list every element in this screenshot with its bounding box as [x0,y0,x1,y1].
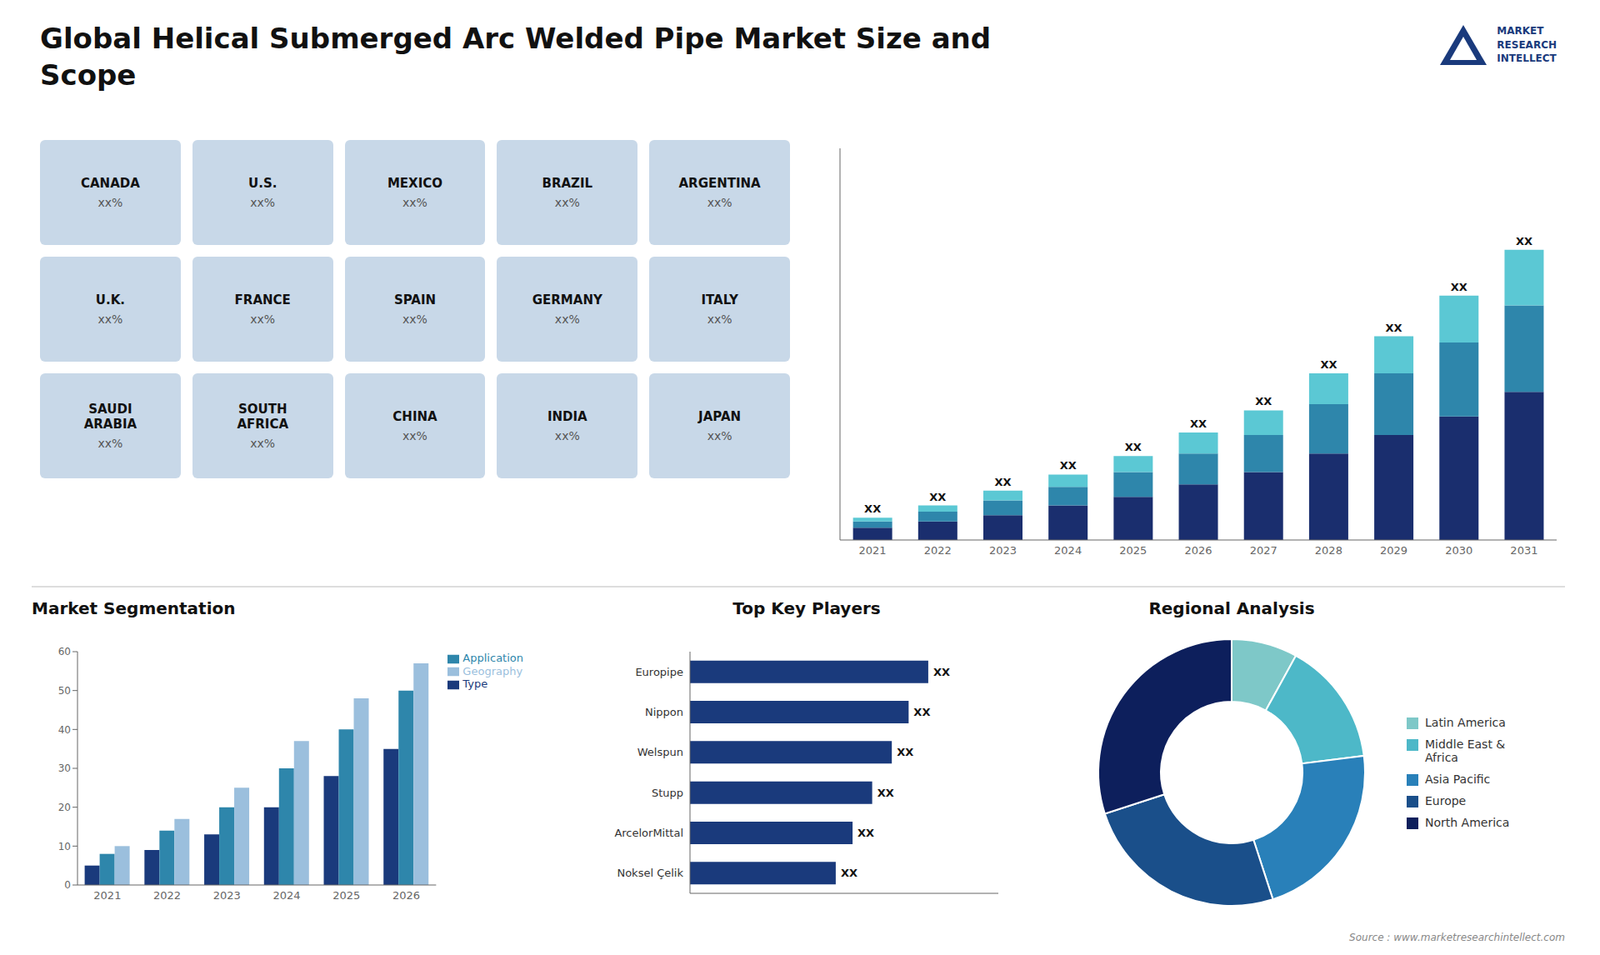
svg-text:XX: XX [864,502,881,515]
html-text:CANADA: CANADA [80,175,140,191]
html-text:xx%: xx% [97,436,123,450]
html-text:SAUDI ARABIA: SAUDI ARABIA [83,401,137,432]
svg-text:XX: XX [1515,235,1533,248]
svg-text:XX: XX [857,826,875,840]
html-text:xx%: xx% [97,312,123,326]
html-text:U.K.: U.K. [95,292,125,308]
html-text:xx%: xx% [554,195,580,210]
svg-text:2030: 2030 [1445,544,1473,557]
html-text:Europe: Europe [1425,794,1466,808]
svg-text:2022: 2022 [924,544,952,557]
html-text:Geography: Geography [462,664,523,678]
html-text:xx%: xx% [250,312,276,326]
html-text:xx%: xx% [554,429,580,443]
html-text:xx%: xx% [707,195,733,210]
svg-text:2027: 2027 [1250,544,1278,557]
html-text:Asia Pacific: Asia Pacific [1425,772,1491,786]
svg-text:2026: 2026 [1184,544,1212,557]
html-text:INDIA: INDIA [547,409,588,425]
svg-text:XX: XX [1450,280,1468,294]
svg-text:XX: XX [1125,440,1142,454]
svg-text:60: 60 [58,645,71,658]
svg-text:2029: 2029 [1380,544,1408,557]
svg-text:XX: XX [994,475,1011,489]
svg-text:XX: XX [1385,321,1403,335]
svg-text:2021: 2021 [93,889,121,902]
svg-text:2026: 2026 [392,889,420,902]
svg-text:XX: XX [840,866,858,880]
svg-text:Europipe: Europipe [635,665,684,679]
html-text:xx%: xx% [250,195,276,210]
html-text:xx%: xx% [707,312,733,326]
svg-text:2025: 2025 [332,889,360,902]
html-text:Application: Application [462,651,524,665]
html-text:CHINA: CHINA [392,409,438,425]
html-text:SPAIN: SPAIN [394,292,436,308]
html-text:SOUTH AFRICA: SOUTH AFRICA [237,401,289,432]
html-text:xx%: xx% [707,429,733,443]
svg-text:2031: 2031 [1510,544,1538,557]
html-text:Source : www.marketresearchint: Source : www.marketresearchintellect.com [1349,931,1565,944]
svg-text:2023: 2023 [989,544,1017,557]
html-text:ITALY: ITALY [701,292,739,308]
html-text:U.S.: U.S. [248,175,277,191]
html-text:Top Key Players: Top Key Players [732,598,881,619]
svg-text:XX: XX [1190,417,1207,430]
html-text:BRAZIL: BRAZIL [542,175,593,191]
svg-text:2025: 2025 [1119,544,1147,557]
svg-text:Noksel Çelik: Noksel Çelik [616,866,684,880]
svg-text:2028: 2028 [1315,544,1343,557]
html-text:North America: North America [1425,815,1510,830]
html-text:xx%: xx% [402,312,428,326]
svg-text:XX: XX [896,745,914,759]
svg-text:30: 30 [58,762,71,775]
html-text:xx%: xx% [402,195,428,210]
html-text:JAPAN: JAPAN [698,409,741,425]
svg-text:2024: 2024 [1054,544,1082,557]
html-text:Regional Analysis: Regional Analysis [1148,598,1315,619]
html-text:MEXICO: MEXICO [387,175,443,191]
svg-text:XX: XX [929,490,946,504]
svg-text:40: 40 [58,724,71,736]
html-text:xx%: xx% [402,429,428,443]
svg-text:ArcelorMittal: ArcelorMittal [614,826,684,840]
html-text:ARGENTINA: ARGENTINA [678,175,761,191]
svg-text:20: 20 [58,801,71,814]
html-text:GERMANY: GERMANY [532,292,603,308]
svg-text:Stupp: Stupp [651,786,684,800]
svg-text:XX: XX [913,705,930,719]
svg-text:2024: 2024 [272,889,300,902]
html-text:xx%: xx% [97,195,123,210]
svg-text:2022: 2022 [153,889,181,902]
svg-text:XX: XX [1060,459,1077,472]
svg-text:XX: XX [1255,395,1272,408]
svg-text:2023: 2023 [213,889,241,902]
svg-text:2021: 2021 [859,544,887,557]
html-text:MARKET RESEARCH INTELLECT: MARKET RESEARCH INTELLECT [1496,24,1557,65]
svg-text:10: 10 [58,840,71,853]
svg-text:XX: XX [933,665,950,679]
html-text:FRANCE: FRANCE [234,292,291,308]
html-text:Latin America: Latin America [1425,715,1506,730]
svg-text:50: 50 [58,685,71,697]
html-text:Middle East & Africa: Middle East & Africa [1425,737,1506,765]
svg-text:Welspun: Welspun [637,745,684,759]
html-text:xx%: xx% [250,436,276,450]
svg-text:XX: XX [877,786,895,800]
html-text:Global Helical Submerged Arc W: Global Helical Submerged Arc Welded Pipe… [40,21,991,92]
svg-text:0: 0 [64,879,71,891]
svg-text:Nippon: Nippon [645,705,684,719]
svg-text:XX: XX [1320,358,1337,371]
html-text:xx%: xx% [554,312,580,326]
html-text:Market Segmentation: Market Segmentation [31,598,236,619]
html-text:Type: Type [462,677,488,690]
